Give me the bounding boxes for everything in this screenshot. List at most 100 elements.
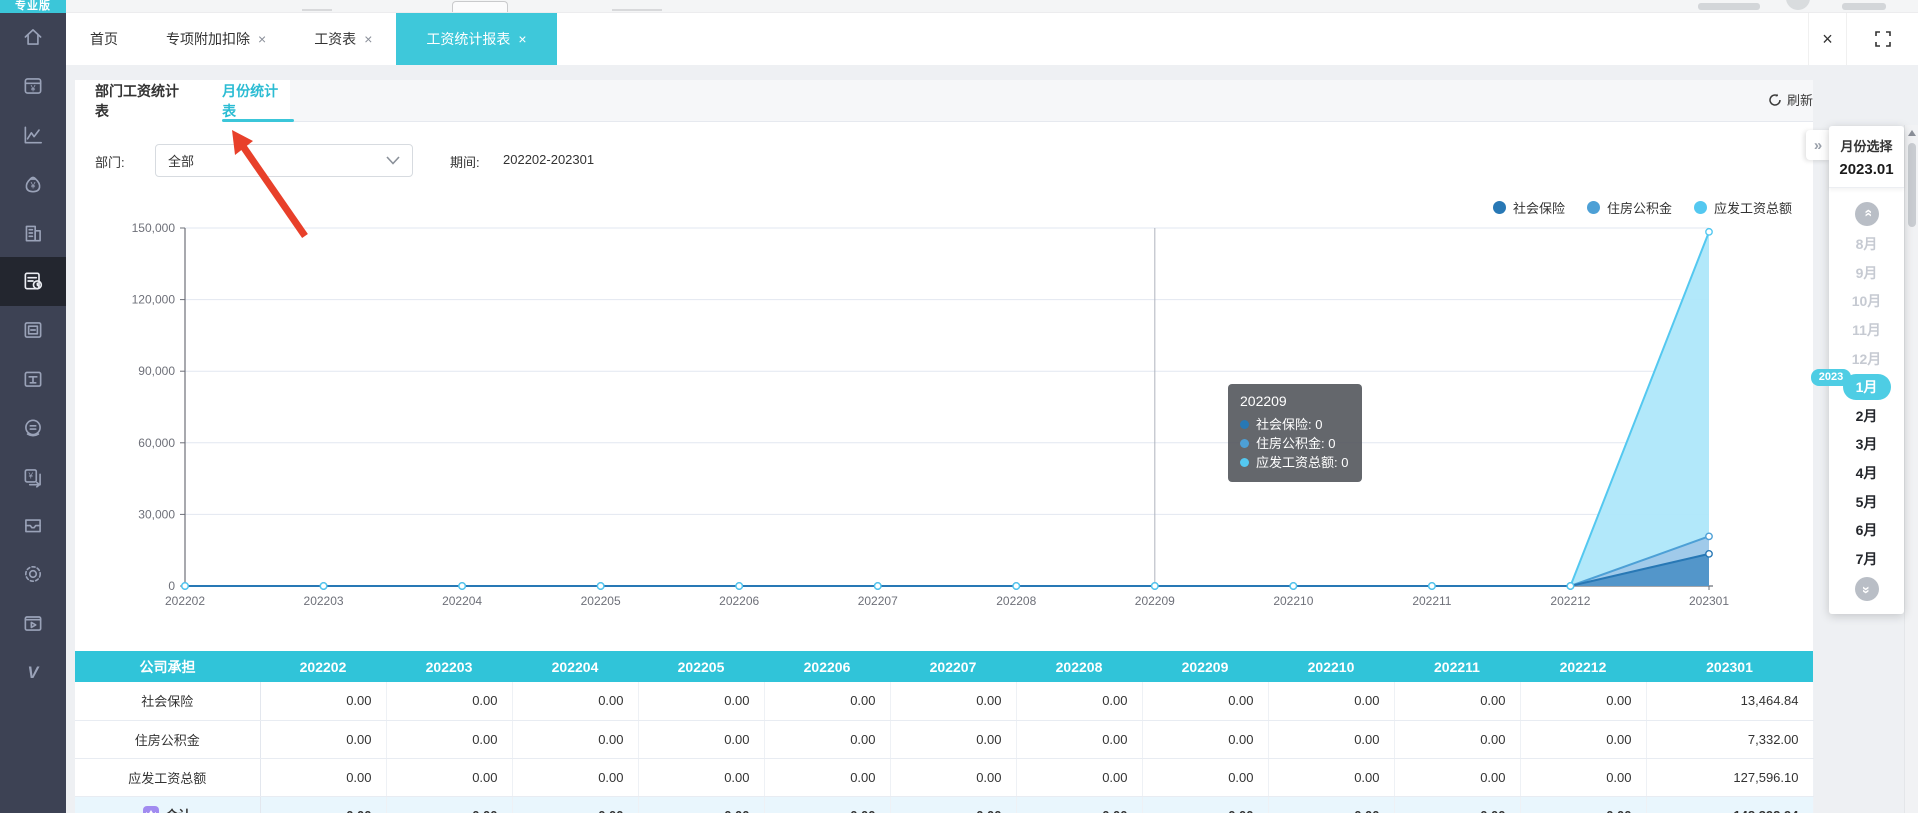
svg-text:30,000: 30,000 (138, 507, 175, 521)
table-cell: 0.00 (890, 720, 1017, 759)
window-buttons: × (1808, 13, 1918, 65)
table-cell: 0.00 (260, 758, 387, 797)
chevron-down-icon (386, 156, 400, 165)
table-cell: 0.00 (638, 720, 765, 759)
cropped-browser-tab (452, 1, 508, 12)
fullscreen-button[interactable] (1846, 13, 1918, 65)
refresh-button[interactable]: 刷新 (1768, 90, 1813, 109)
nav-tab-工资统计报表[interactable]: 工资统计报表 × (396, 13, 557, 65)
table-cell: 0.00 (1394, 682, 1521, 721)
table-cell: 0.00 (890, 682, 1017, 721)
subtab-月份统计表[interactable]: 月份统计表 (222, 83, 279, 119)
fullscreen-icon (1874, 31, 1891, 47)
salary-report-icon (24, 272, 43, 290)
svg-text:202202: 202202 (165, 594, 205, 608)
month-item-6月[interactable]: 6月 (1855, 522, 1878, 539)
sidebar-item-report-chart[interactable] (0, 111, 66, 160)
page-scrollbar[interactable] (1904, 125, 1918, 813)
home-icon (24, 29, 42, 46)
cropped-user-text (1842, 3, 1886, 10)
scroll-months-down-button[interactable]: » (1854, 577, 1879, 602)
subtab-部门工资统计表[interactable]: 部门工资统计表 (95, 83, 179, 119)
month-item-5月[interactable]: 5月 (1855, 493, 1878, 510)
sidebar-item-voucher-transfer[interactable]: ¥ (0, 452, 66, 501)
refresh-label: 刷新 (1786, 93, 1813, 108)
sidebar-item-money-bag[interactable]: ¥ (0, 159, 66, 208)
sidebar-item-logo-v[interactable]: V (0, 647, 66, 696)
table-cell: 0.00 (1142, 682, 1269, 721)
legend-item-社会保险[interactable]: 社会保险 (1492, 198, 1565, 217)
column-header-202202: 202202 (260, 651, 386, 682)
subtab-strip: 部门工资统计表 月份统计表 刷新 (75, 80, 1813, 122)
tab-close-icon[interactable]: × (518, 31, 527, 47)
sidebar-item-archive[interactable] (0, 501, 66, 550)
column-header-202210: 202210 (1268, 651, 1394, 682)
month-item-3月[interactable]: 3月 (1855, 436, 1878, 453)
table-cell: 0.00 (1142, 796, 1269, 813)
table-cell: 0.00 (764, 758, 891, 797)
column-header-202207: 202207 (890, 651, 1016, 682)
voucher-transfer-icon: ¥ (24, 468, 41, 488)
salary-area-chart[interactable]: 0 30,000 60,000 90,000 120,000 150,000 202202 2… (75, 195, 1815, 630)
sidebar-item-salary-report[interactable] (0, 256, 66, 306)
company-icon (25, 225, 41, 242)
svg-text:202211: 202211 (1412, 594, 1451, 608)
tab-close-icon[interactable]: × (364, 31, 373, 47)
row-label: 社会保险 (75, 682, 261, 721)
table-cell: 0.00 (386, 758, 513, 797)
sidebar-item-tax-card[interactable] (0, 355, 66, 404)
row-label: 应发工资总额 (75, 758, 261, 797)
svg-text:202205: 202205 (581, 594, 621, 608)
table-cell: 0.00 (1520, 720, 1647, 759)
table-cell: 0.00 (638, 758, 765, 797)
close-page-button[interactable]: × (1808, 13, 1846, 65)
tab-label: 工资表 (314, 31, 357, 47)
settings-icon (24, 566, 42, 583)
tab-label: 专项附加扣除 (166, 31, 250, 47)
sidebar-item-settings[interactable] (0, 550, 66, 599)
nav-tab-工资表[interactable]: 工资表 × (290, 13, 396, 65)
table-cell: 0.00 (512, 758, 639, 797)
scroll-months-up-button[interactable]: » (1854, 202, 1879, 226)
refresh-icon (1769, 93, 1781, 106)
scrollbar-up-arrow-icon[interactable] (1908, 130, 1916, 136)
sidebar-item-tutorial-video[interactable] (0, 599, 66, 648)
table-cell: 0.00 (1016, 682, 1143, 721)
sidebar-item-home[interactable] (0, 13, 66, 62)
company-burden-table: 公司承担 202202 202203 202204 202205 202206 202207… (75, 651, 1814, 813)
svg-text:¥: ¥ (30, 180, 36, 190)
panel-collapse-button[interactable]: » (1806, 130, 1830, 160)
cropped-browser-text (612, 9, 662, 11)
nav-tab-专项附加扣除[interactable]: 专项附加扣除 × (142, 13, 290, 65)
edition-badge: 专业版 (0, 0, 66, 13)
legend-item-住房公积金[interactable]: 住房公积金 (1586, 198, 1672, 217)
department-select[interactable]: 全部 (155, 144, 413, 177)
table-cell: 0.00 (386, 796, 513, 813)
table-cell: 0.00 (1394, 796, 1521, 813)
month-item-2月[interactable]: 2月 (1855, 407, 1878, 424)
table-cell: 0.00 (1394, 720, 1521, 759)
month-item-7月[interactable]: 7月 (1855, 550, 1878, 567)
sidebar-item-company[interactable] (0, 208, 66, 257)
legend-item-应发工资总额[interactable]: 应发工资总额 (1693, 198, 1792, 217)
table-cell: 0.00 (260, 682, 387, 721)
tutorial-video-icon (24, 616, 42, 631)
tax-card-icon (24, 371, 42, 387)
scrollbar-thumb[interactable] (1907, 143, 1916, 227)
tab-close-icon[interactable]: × (258, 31, 267, 47)
cropped-user-text (1698, 3, 1760, 10)
table-header-row: 公司承担 202202 202203 202204 202205 202206 202207… (75, 651, 1813, 682)
sidebar-item-seal[interactable] (0, 403, 66, 452)
table-cell: 0.00 (638, 796, 765, 813)
table-cell: 0.00 (1016, 758, 1143, 797)
row-label: 住房公积金 (75, 720, 261, 759)
svg-text:¥: ¥ (30, 84, 36, 94)
logo-v-icon: V (28, 664, 41, 682)
table-cell: 0.00 (1142, 720, 1269, 759)
month-item-4月[interactable]: 4月 (1855, 465, 1878, 482)
month-list: 8月 9月 10月 11月 12月 1月 2月 3月 4月 5月 6月 7月 (1829, 230, 1904, 573)
nav-tab-首页[interactable]: 首页 (66, 13, 142, 65)
legend-label: 应发工资总额 (1713, 201, 1792, 216)
sidebar-item-invoice[interactable]: ¥ (0, 62, 66, 111)
sidebar-item-cash-machine[interactable] (0, 306, 66, 355)
